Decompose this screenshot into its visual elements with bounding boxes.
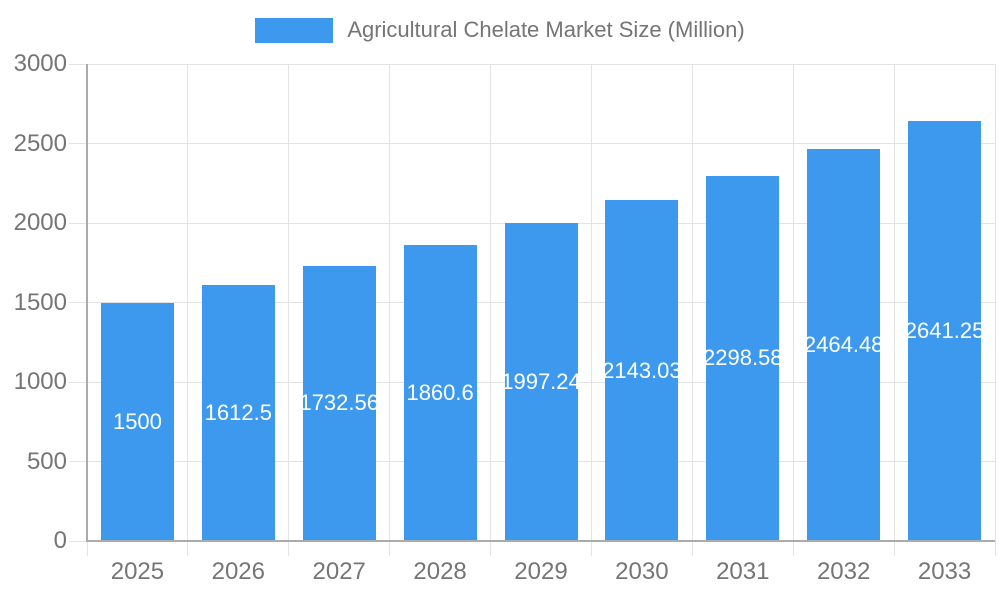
bar-2030: 2143.03 bbox=[605, 200, 679, 541]
x-axis-label-2027: 2027 bbox=[312, 558, 366, 585]
bar-2028: 1860.6 bbox=[403, 245, 477, 541]
bar-2032: 2464.48 bbox=[807, 149, 881, 541]
y-axis-line bbox=[86, 64, 88, 541]
y-axis-label-500: 500 bbox=[26, 447, 67, 475]
x-axis-label-2033: 2033 bbox=[917, 558, 972, 585]
gridline-col-8 bbox=[893, 64, 895, 556]
x-axis-label-2028: 2028 bbox=[413, 558, 467, 585]
bar-2025: 1500 bbox=[100, 302, 174, 541]
y-axis-label-3000: 3000 bbox=[13, 50, 67, 77]
y-axis-label-0: 0 bbox=[53, 527, 67, 554]
bar-2027: 1732.56 bbox=[302, 265, 376, 541]
bar-value-label-2025: 1500 bbox=[112, 408, 162, 434]
y-axis-label-1500: 1500 bbox=[13, 288, 67, 316]
gridline-col-9 bbox=[994, 64, 996, 556]
gridline-col-3 bbox=[389, 64, 391, 556]
gridline-col-1 bbox=[187, 64, 189, 556]
chart-legend: Agricultural Chelate Market Size (Millio… bbox=[0, 17, 1000, 43]
bar-value-label-2033: 2641.25 bbox=[908, 318, 982, 343]
bar-value-label-2032: 2464.48 bbox=[807, 332, 881, 358]
legend-label: Agricultural Chelate Market Size (Millio… bbox=[347, 17, 745, 42]
gridline-col-2 bbox=[288, 64, 290, 556]
bar-value-label-2029: 1997.24 bbox=[504, 369, 578, 395]
x-axis-label-2029: 2029 bbox=[514, 558, 568, 585]
legend-swatch bbox=[255, 17, 334, 43]
bar-2033: 2641.25 bbox=[908, 121, 982, 541]
bar-value-label-2027: 1732.56 bbox=[302, 390, 376, 416]
y-axis-label-2000: 2000 bbox=[13, 209, 67, 236]
bar-value-label-2026: 1612.5 bbox=[204, 399, 272, 425]
gridline-2500 bbox=[69, 143, 995, 144]
y-axis-label-2500: 2500 bbox=[13, 129, 67, 157]
x-axis-label-2032: 2032 bbox=[816, 558, 871, 585]
bar-value-label-2031: 2298.58 bbox=[706, 345, 780, 371]
bar-2031: 2298.58 bbox=[706, 175, 780, 541]
x-axis-label-2025: 2025 bbox=[110, 558, 165, 585]
bar-2026: 1612.5 bbox=[201, 284, 275, 541]
x-axis-line bbox=[86, 540, 995, 542]
x-axis-label-2031: 2031 bbox=[716, 558, 770, 585]
bar-2029: 1997.24 bbox=[504, 223, 578, 541]
gridline-col-4 bbox=[490, 64, 492, 556]
gridline-2000 bbox=[69, 222, 995, 224]
bar-value-label-2028: 1860.6 bbox=[406, 380, 474, 406]
y-axis-label-1000: 1000 bbox=[13, 368, 67, 395]
gridline-col-5 bbox=[590, 64, 592, 556]
bar-value-label-2030: 2143.03 bbox=[605, 357, 679, 383]
x-axis-label-2030: 2030 bbox=[615, 558, 669, 585]
gridline-3000 bbox=[69, 63, 995, 65]
x-axis-label-2026: 2026 bbox=[211, 558, 265, 585]
gridline-col-7 bbox=[792, 64, 794, 556]
gridline-col-6 bbox=[691, 64, 693, 556]
